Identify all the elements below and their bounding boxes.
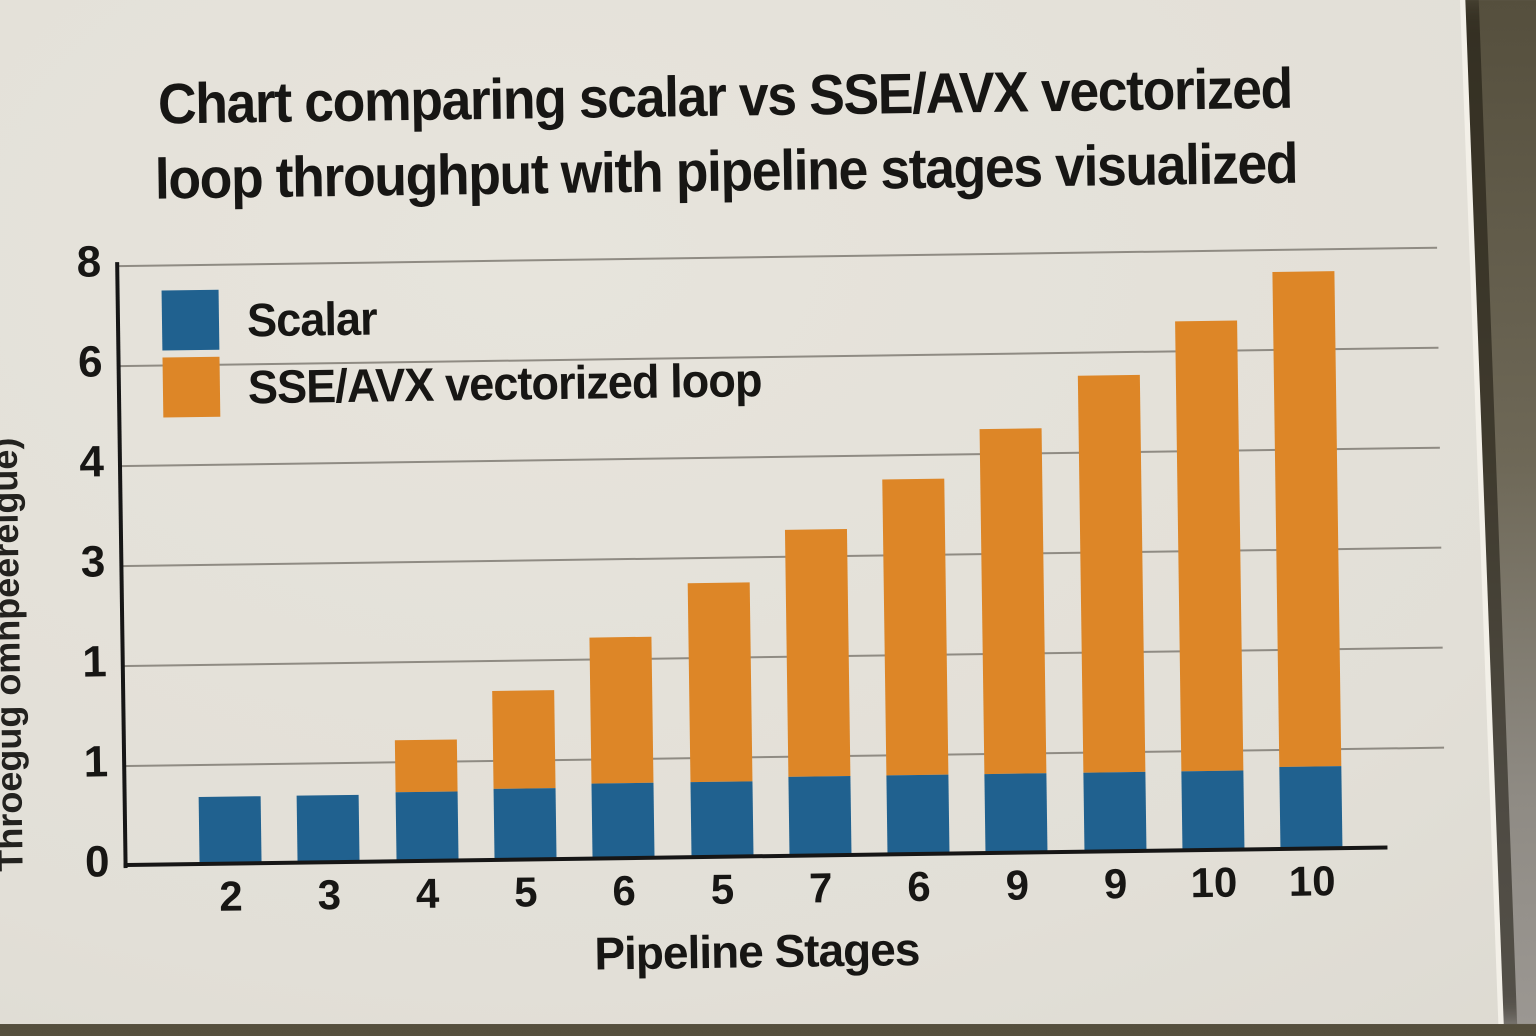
bar-segment-scalar: [395, 791, 459, 862]
bar-segment-vectorized: [687, 582, 752, 783]
bar-segment-vectorized: [1175, 320, 1244, 772]
legend-label-vectorized: SSE/AVX vectorized loop: [247, 352, 762, 413]
bar-stack: [394, 738, 459, 862]
bar-stack: [1077, 374, 1147, 852]
chart-title: Chart comparing scalar vs SSE/AVX vector…: [38, 50, 1412, 220]
bar-segment-scalar: [984, 773, 1048, 854]
bar-segment-scalar: [886, 774, 950, 855]
x-tick-label: 9: [1103, 860, 1128, 908]
bar-stack: [492, 690, 557, 860]
legend-swatch-scalar: [161, 289, 220, 351]
y-tick-label: 1: [81, 637, 108, 687]
x-tick-label: 5: [710, 865, 735, 913]
bar-stack: [296, 794, 360, 863]
y-tick-label: 6: [77, 337, 103, 387]
bar-segment-scalar: [1181, 770, 1245, 851]
bar-stack: [198, 795, 262, 865]
bar-stack: [784, 528, 852, 856]
bar-segment-scalar: [788, 776, 852, 856]
legend-item-scalar: Scalar: [161, 282, 783, 351]
x-tick-label: 10: [1288, 857, 1336, 905]
legend-label-scalar: Scalar: [246, 291, 378, 346]
gridline: [124, 746, 1445, 768]
y-axis-label: Throegug omhpeereigue): [0, 437, 31, 872]
x-tick-label: 4: [415, 869, 440, 918]
x-tick-label: 3: [317, 871, 342, 919]
bar-stack: [1175, 320, 1245, 851]
plot-area: Scalar SSE/AVX vectorized loop Pipeline …: [76, 237, 1445, 980]
x-tick-label: 2: [219, 872, 244, 920]
bar-segment-vectorized: [1272, 270, 1342, 767]
bar-segment-vectorized: [784, 528, 851, 778]
bar-stack: [1272, 270, 1343, 849]
x-tick-label: 9: [1005, 861, 1030, 909]
bar-stack: [979, 428, 1048, 854]
bar-segment-scalar: [1083, 772, 1147, 852]
bar-segment-scalar: [591, 782, 655, 859]
bar-segment-vectorized: [882, 478, 949, 776]
bar-segment-vectorized: [589, 636, 654, 784]
x-axis-title: Pipeline Stages: [593, 923, 920, 980]
x-tick-label: 6: [612, 866, 637, 915]
bar-segment-vectorized: [979, 428, 1047, 775]
gridline: [121, 546, 1442, 568]
bar-segment-scalar: [198, 795, 262, 865]
x-tick-label: 5: [513, 868, 538, 916]
bar-segment-vectorized: [492, 690, 556, 789]
bar-stack: [589, 636, 655, 859]
x-tick-label: 7: [808, 864, 833, 912]
y-tick-label: 8: [76, 237, 102, 287]
bar-segment-vectorized: [1077, 374, 1146, 773]
bar-segment-scalar: [689, 781, 754, 858]
y-tick-label: 3: [80, 537, 106, 587]
bar-stack: [882, 478, 950, 855]
y-tick-label: 1: [83, 737, 109, 787]
legend-swatch-vectorized: [162, 356, 221, 418]
y-tick-label: 0: [84, 837, 110, 887]
chart-title-line-1: Chart comparing scalar vs SSE/AVX vector…: [157, 56, 1293, 137]
bar-segment-scalar: [1279, 765, 1343, 849]
x-tick-label: 10: [1190, 858, 1238, 907]
bar-segment-scalar: [493, 787, 557, 860]
bar-segment-vectorized: [394, 738, 458, 793]
legend-item-vectorized: SSE/AVX vectorized loop: [162, 349, 783, 418]
gridline: [122, 646, 1443, 668]
bar-stack: [687, 582, 754, 858]
x-tick-label: 6: [907, 862, 932, 911]
chart-title-line-2: loop throughput with pipeline stages vis…: [154, 131, 1298, 212]
bar-segment-scalar: [296, 794, 360, 863]
y-tick-label: 4: [79, 437, 105, 487]
legend: Scalar SSE/AVX vectorized loop: [161, 282, 784, 425]
gridline: [119, 446, 1440, 468]
gridline: [117, 246, 1438, 268]
